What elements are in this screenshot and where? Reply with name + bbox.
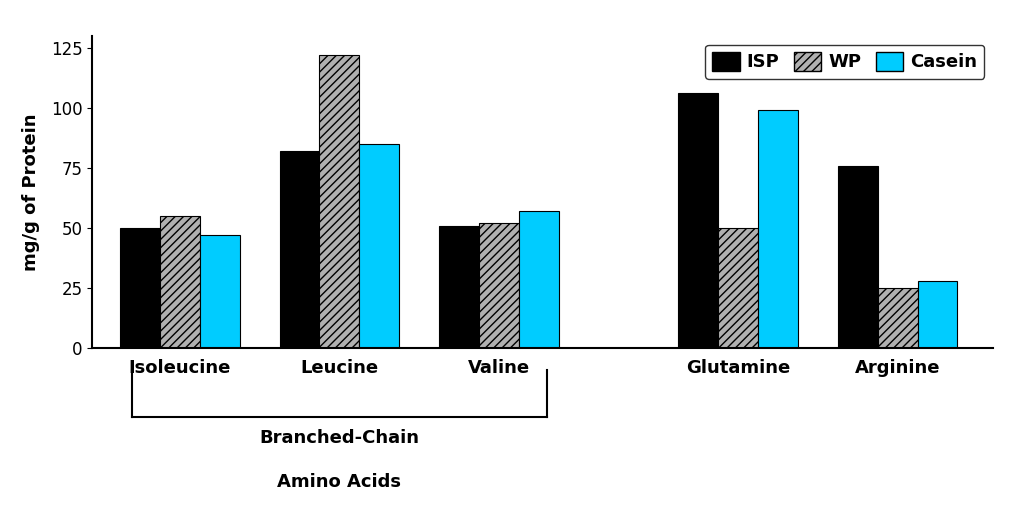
Bar: [439, 226, 479, 348]
Text: Amino Acids: Amino Acids: [278, 473, 401, 491]
Legend: ISP, WP, Casein: ISP, WP, Casein: [706, 45, 984, 79]
Bar: [120, 228, 160, 348]
Bar: [718, 228, 758, 348]
Bar: [479, 223, 519, 348]
Bar: [878, 288, 918, 348]
Bar: [160, 216, 200, 348]
Bar: [838, 165, 878, 348]
Bar: [758, 110, 798, 348]
Text: Branched-Chain: Branched-Chain: [259, 430, 420, 447]
Bar: [918, 281, 957, 348]
Bar: [319, 55, 359, 348]
Bar: [200, 235, 240, 348]
Bar: [519, 211, 559, 348]
Bar: [359, 144, 399, 348]
Bar: [678, 94, 718, 348]
Bar: [280, 151, 319, 348]
Y-axis label: mg/g of Protein: mg/g of Protein: [22, 113, 40, 271]
